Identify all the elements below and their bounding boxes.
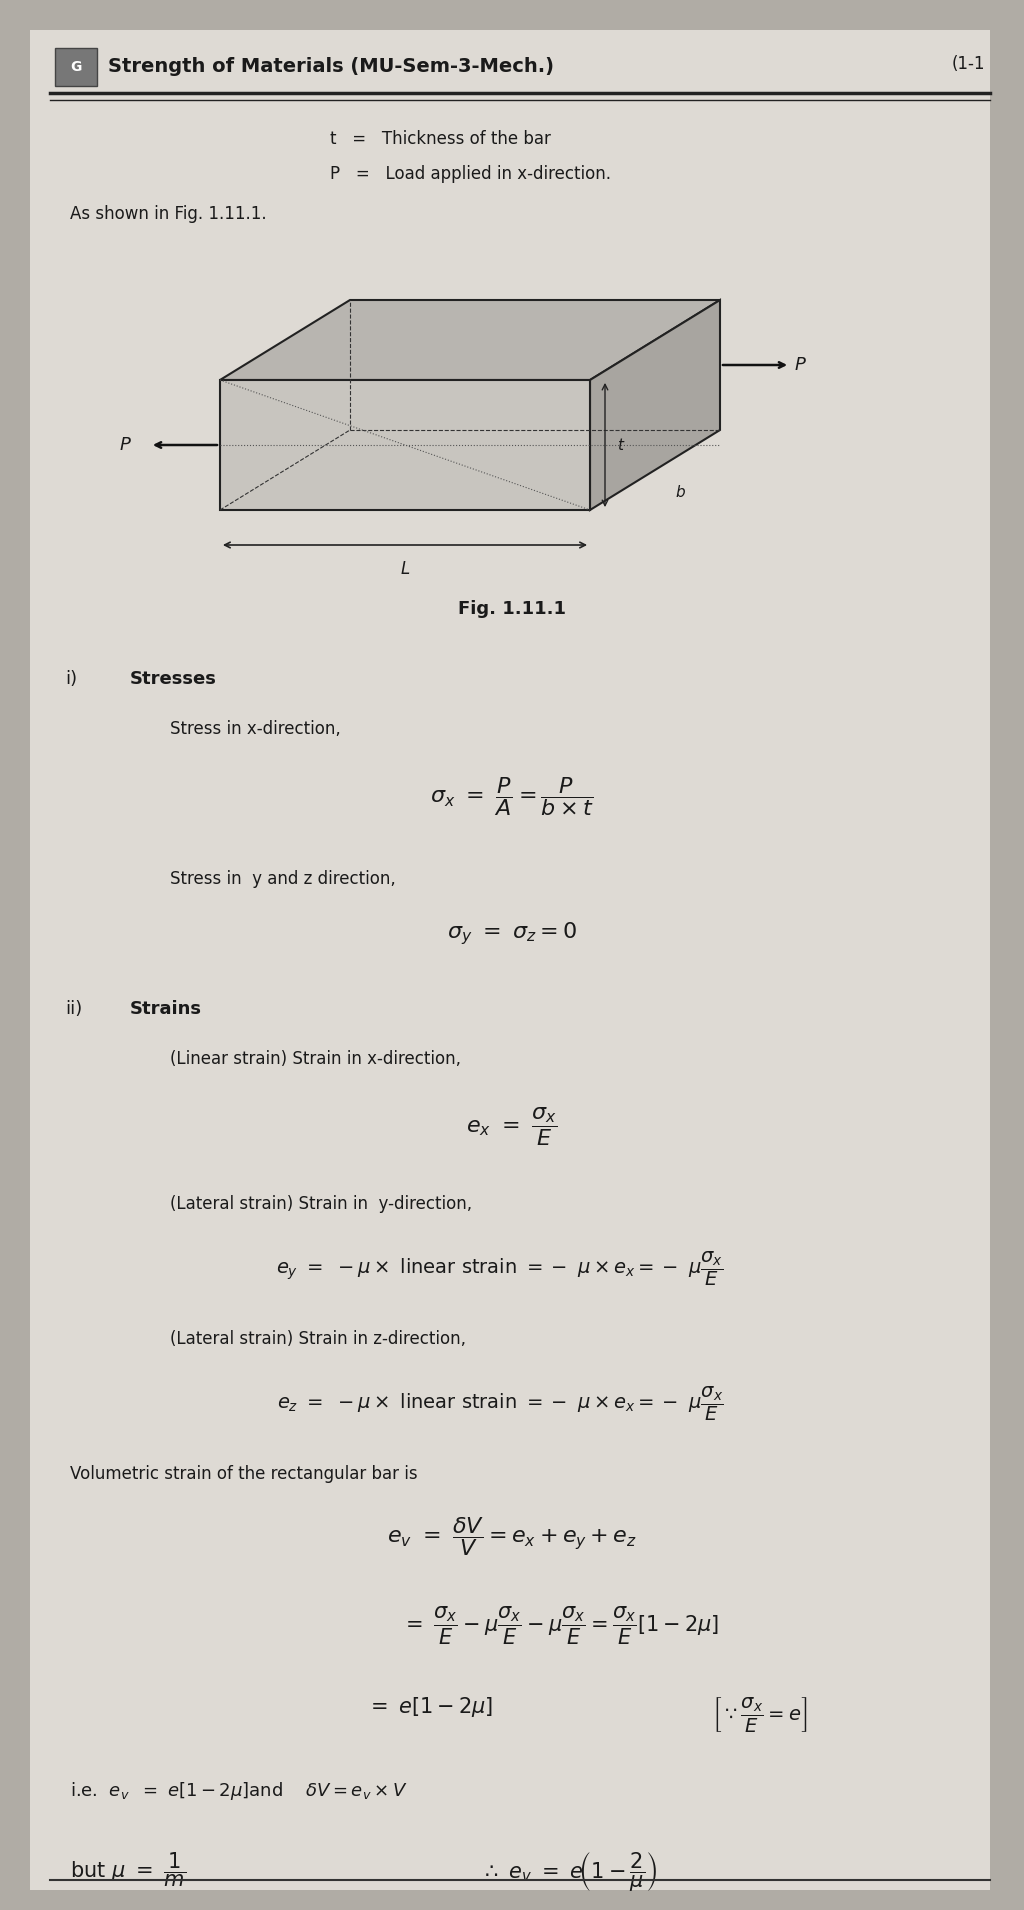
Text: Fig. 1.11.1: Fig. 1.11.1 xyxy=(458,600,566,619)
Text: b: b xyxy=(675,485,685,500)
Text: Volumetric strain of the rectangular bar is: Volumetric strain of the rectangular bar… xyxy=(70,1465,418,1482)
Text: $e_y \ = \ -\mu\times$ linear strain $= - \ \mu\times e_x = - \ \mu\dfrac{\sigma: $e_y \ = \ -\mu\times$ linear strain $= … xyxy=(276,1249,724,1289)
Text: ii): ii) xyxy=(65,1001,82,1018)
Text: $\therefore \ e_v \ = \ e\!\left(1 - \dfrac{2}{\mu}\right)$: $\therefore \ e_v \ = \ e\!\left(1 - \df… xyxy=(480,1851,657,1893)
Text: (1-1: (1-1 xyxy=(951,55,985,73)
Text: Stress in x-direction,: Stress in x-direction, xyxy=(170,720,341,737)
Text: As shown in Fig. 1.11.1.: As shown in Fig. 1.11.1. xyxy=(70,204,266,223)
Polygon shape xyxy=(220,380,590,510)
Text: $\sigma_x \ = \ \dfrac{P}{A} = \dfrac{P}{b \times t}$: $\sigma_x \ = \ \dfrac{P}{A} = \dfrac{P}… xyxy=(430,775,594,817)
FancyBboxPatch shape xyxy=(55,48,97,86)
Text: t: t xyxy=(617,437,623,453)
Text: Stress in  y and z direction,: Stress in y and z direction, xyxy=(170,869,395,888)
Text: G: G xyxy=(71,59,82,74)
Text: i): i) xyxy=(65,670,77,688)
Text: (Lateral strain) Strain in  y-direction,: (Lateral strain) Strain in y-direction, xyxy=(170,1196,472,1213)
Text: L: L xyxy=(400,560,410,579)
Text: $\left[\because \dfrac{\sigma_x}{E} = e\right]$: $\left[\because \dfrac{\sigma_x}{E} = e\… xyxy=(713,1694,808,1734)
Polygon shape xyxy=(590,300,720,510)
Text: but $\mu \ = \ \dfrac{1}{m}$: but $\mu \ = \ \dfrac{1}{m}$ xyxy=(70,1851,186,1889)
Text: Stresses: Stresses xyxy=(130,670,217,688)
Text: $e_x \ = \ \dfrac{\sigma_x}{E}$: $e_x \ = \ \dfrac{\sigma_x}{E}$ xyxy=(466,1106,558,1148)
Text: Strains: Strains xyxy=(130,1001,202,1018)
Text: $= \ e\left[1 - 2\mu\right]$: $= \ e\left[1 - 2\mu\right]$ xyxy=(367,1694,494,1719)
Text: Strength of Materials (MU-Sem-3-Mech.): Strength of Materials (MU-Sem-3-Mech.) xyxy=(108,57,554,76)
Text: t   =   Thickness of the bar: t = Thickness of the bar xyxy=(330,130,551,147)
Text: $e_v \ = \ \dfrac{\delta V}{V} = e_x + e_y + e_z$: $e_v \ = \ \dfrac{\delta V}{V} = e_x + e… xyxy=(387,1515,637,1559)
Text: (Linear strain) Strain in x-direction,: (Linear strain) Strain in x-direction, xyxy=(170,1050,461,1068)
Polygon shape xyxy=(220,300,720,380)
Text: P: P xyxy=(795,355,806,374)
FancyBboxPatch shape xyxy=(30,31,990,1891)
Text: (Lateral strain) Strain in z-direction,: (Lateral strain) Strain in z-direction, xyxy=(170,1329,466,1348)
Text: P   =   Load applied in x-direction.: P = Load applied in x-direction. xyxy=(330,164,611,183)
Text: $e_z \ = \ -\mu\times$ linear strain $= - \ \mu\times e_x = - \ \mu\dfrac{\sigma: $e_z \ = \ -\mu\times$ linear strain $= … xyxy=(276,1385,723,1423)
Text: $= \ \dfrac{\sigma_x}{E} - \mu\dfrac{\sigma_x}{E} - \mu\dfrac{\sigma_x}{E} = \df: $= \ \dfrac{\sigma_x}{E} - \mu\dfrac{\si… xyxy=(401,1604,719,1646)
Text: i.e.  $e_v$  $=$ $e[1 - 2\mu]$and    $\delta V = e_v\times V$: i.e. $e_v$ $=$ $e[1 - 2\mu]$and $\delta … xyxy=(70,1780,408,1801)
Text: P: P xyxy=(119,435,130,455)
Text: $\sigma_y \ = \ \sigma_z = 0$: $\sigma_y \ = \ \sigma_z = 0$ xyxy=(446,921,578,947)
